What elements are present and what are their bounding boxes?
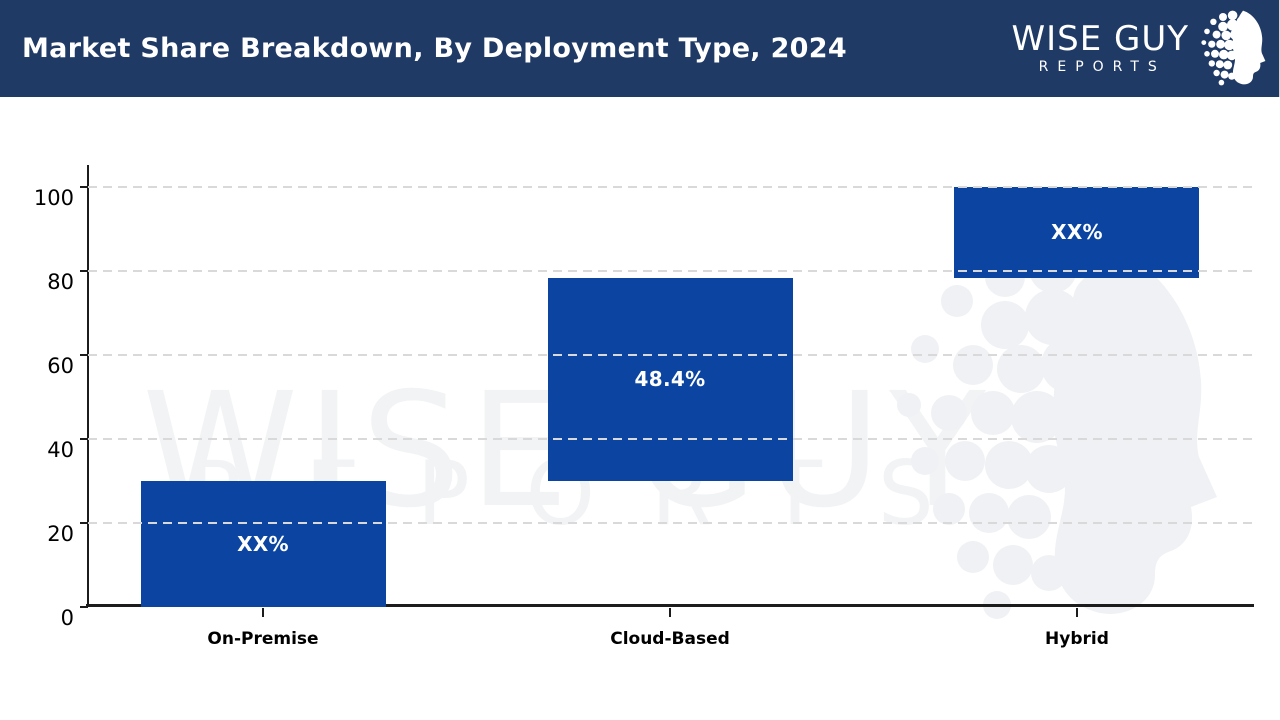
y-axis-spine bbox=[87, 165, 89, 606]
bar-value-label: 48.4% bbox=[634, 367, 706, 392]
waterfall-bar: XX% bbox=[954, 187, 1200, 278]
x-tick bbox=[669, 608, 671, 617]
y-tick bbox=[80, 606, 88, 608]
brand-subname: REPORTS bbox=[1038, 59, 1166, 76]
y-tick bbox=[80, 438, 88, 440]
x-tick bbox=[262, 608, 264, 617]
x-category-label: Cloud-Based bbox=[610, 629, 730, 649]
brand-name: WISE GUY bbox=[1011, 18, 1189, 59]
waterfall-bar: 48.4% bbox=[547, 277, 793, 481]
y-tick bbox=[80, 186, 88, 188]
y-tick bbox=[80, 522, 88, 524]
brand-logo-text: WISE GUY REPORTS bbox=[1011, 18, 1189, 76]
y-gridline bbox=[88, 186, 1252, 188]
wiseguy-head-icon bbox=[1201, 10, 1266, 85]
x-category-label: Hybrid bbox=[1045, 629, 1109, 649]
y-gridline bbox=[88, 354, 1252, 356]
y-tick-label: 60 bbox=[47, 354, 74, 378]
y-tick-label: 80 bbox=[47, 270, 74, 294]
y-gridline bbox=[88, 438, 1252, 440]
x-tick bbox=[1075, 608, 1078, 617]
y-gridline bbox=[88, 522, 1252, 524]
chart-title: Market Share Breakdown, By Deployment Ty… bbox=[22, 33, 847, 64]
brand-logo: WISE GUY REPORTS bbox=[1011, 0, 1271, 97]
y-gridline bbox=[88, 270, 1252, 272]
y-tick bbox=[80, 270, 88, 272]
y-tick-label: 20 bbox=[47, 522, 74, 546]
waterfall-bar: XX% bbox=[140, 481, 386, 607]
x-category-label: On-Premise bbox=[207, 629, 319, 649]
chart-area: WISE GUY R E P O R T S XX% On-Premise 48.4… bbox=[0, 97, 1280, 720]
y-tick-label: 40 bbox=[47, 438, 74, 462]
y-tick-label: 0 bbox=[60, 606, 74, 630]
bar-value-label: XX% bbox=[237, 532, 289, 556]
y-tick-label: 100 bbox=[33, 186, 74, 210]
x-axis-line bbox=[86, 604, 1254, 607]
plot-area: XX% On-Premise 48.4% Cloud-Based XX% Hybrid 0 2… bbox=[34, 186, 1252, 649]
bar-value-label: XX% bbox=[1051, 220, 1103, 245]
y-tick bbox=[80, 354, 88, 356]
header-bar: Market Share Breakdown, By Deployment Ty… bbox=[0, 0, 1279, 97]
